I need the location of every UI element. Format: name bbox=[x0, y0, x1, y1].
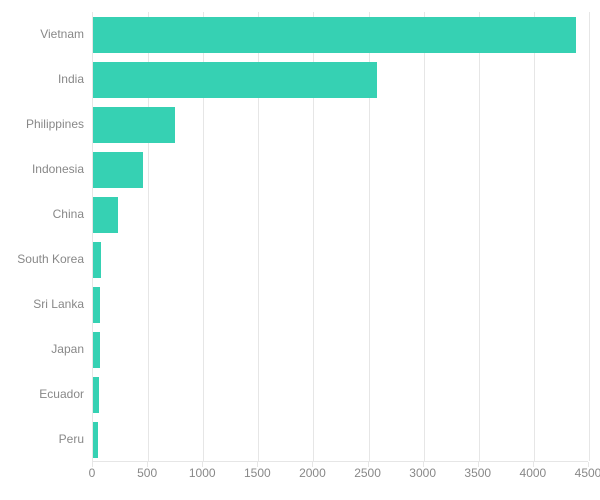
bar bbox=[93, 197, 118, 233]
bar bbox=[93, 107, 175, 143]
horizontal-bar-chart: 0 500 1000 1500 2000 2500 3000 3500 4000 4500 Viet… bbox=[0, 0, 600, 500]
y-axis-label: Sri Lanka bbox=[0, 282, 84, 327]
x-axis-label: 2500 bbox=[354, 466, 381, 480]
y-axis-label: Vietnam bbox=[0, 12, 84, 57]
y-axis-label: India bbox=[0, 57, 84, 102]
bar-row bbox=[93, 372, 588, 417]
x-axis-label: 4500 bbox=[575, 466, 600, 480]
bar bbox=[93, 422, 98, 458]
x-axis-label: 0 bbox=[89, 466, 96, 480]
bar-row bbox=[93, 12, 588, 57]
bar bbox=[93, 377, 99, 413]
bar bbox=[93, 287, 100, 323]
y-axis-label: Japan bbox=[0, 327, 84, 372]
x-axis-label: 1500 bbox=[244, 466, 271, 480]
y-axis-label: Indonesia bbox=[0, 147, 84, 192]
bar-row bbox=[93, 237, 588, 282]
x-axis-label: 3000 bbox=[409, 466, 436, 480]
x-axis-label: 2000 bbox=[299, 466, 326, 480]
bar-row bbox=[93, 102, 588, 147]
plot-area bbox=[92, 12, 588, 462]
bar bbox=[93, 332, 100, 368]
y-axis-label: China bbox=[0, 192, 84, 237]
y-axis-label: South Korea bbox=[0, 237, 84, 282]
bar-row bbox=[93, 327, 588, 372]
y-axis-label: Ecuador bbox=[0, 372, 84, 417]
bar-row bbox=[93, 147, 588, 192]
bar-row bbox=[93, 57, 588, 102]
x-gridline bbox=[589, 12, 590, 461]
bar bbox=[93, 242, 101, 278]
x-axis-label: 3500 bbox=[464, 466, 491, 480]
bar-row bbox=[93, 192, 588, 237]
x-axis-label: 500 bbox=[137, 466, 157, 480]
bar bbox=[93, 17, 576, 53]
bar-row bbox=[93, 282, 588, 327]
bar bbox=[93, 152, 143, 188]
y-axis-label: Philippines bbox=[0, 102, 84, 147]
bar-row bbox=[93, 417, 588, 462]
y-axis-label: Peru bbox=[0, 417, 84, 462]
bar bbox=[93, 62, 377, 98]
x-axis-label: 4000 bbox=[520, 466, 547, 480]
x-axis-label: 1000 bbox=[189, 466, 216, 480]
